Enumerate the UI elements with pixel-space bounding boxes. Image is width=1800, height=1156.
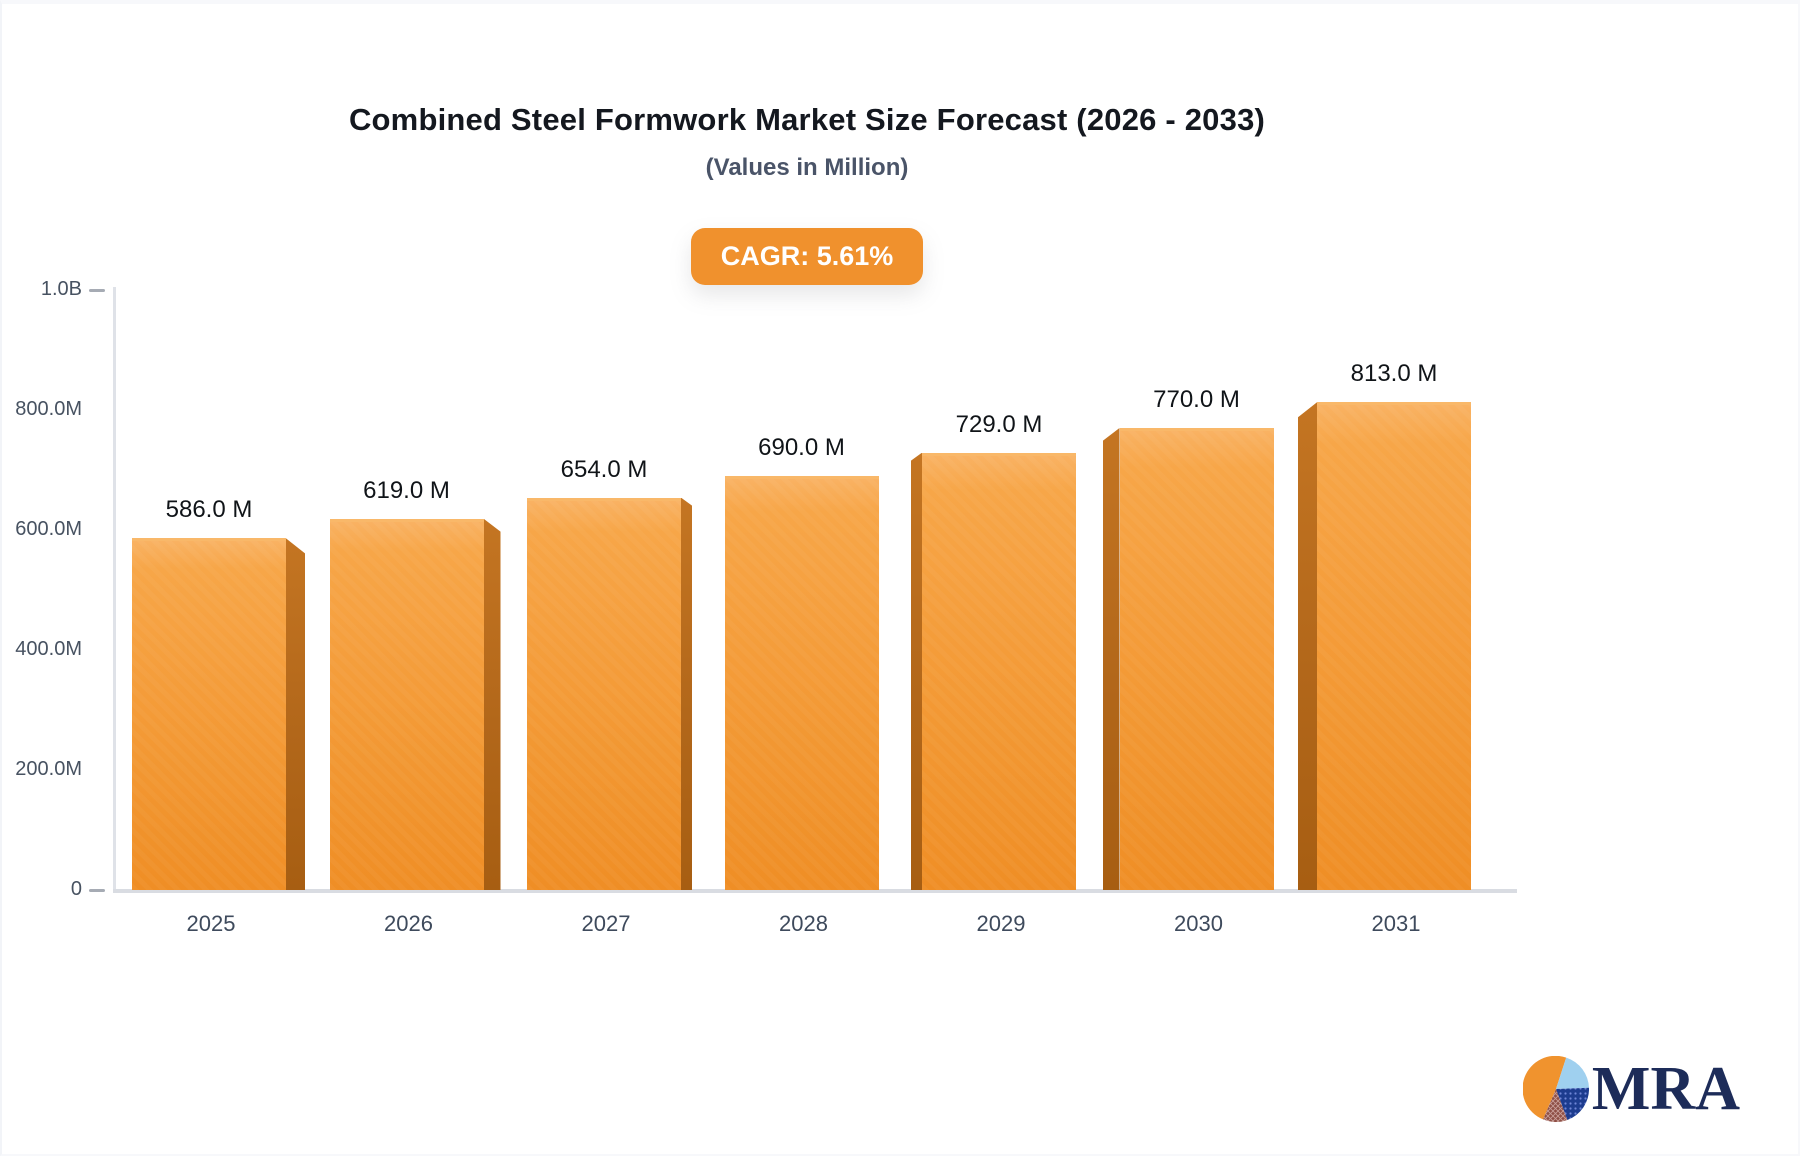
cagr-badge: CAGR: 5.61%: [690, 228, 924, 285]
bar-value-label-2027: 654.0 M: [560, 455, 648, 483]
bar-value-label-2030: 770.0 M: [1153, 386, 1240, 413]
x-axis-tick-label-2030: 2030: [1174, 911, 1223, 936]
bar-value-label-2025: 586.0 M: [165, 496, 253, 524]
y-axis-tick-mark: [89, 289, 105, 292]
bar-2027[interactable]: [527, 497, 681, 890]
y-axis-tick-label: 600.0M: [15, 518, 82, 540]
logo-text: MRA: [1591, 1055, 1740, 1123]
bar-3d-side-2031: [1298, 402, 1317, 890]
bar-value-label-2028: 690.0 M: [758, 434, 845, 461]
y-axis-tick-label: 200.0M: [15, 758, 82, 780]
bar-2025[interactable]: [132, 538, 286, 890]
y-axis-tick-label: 0: [70, 878, 82, 900]
bar-2028[interactable]: [724, 476, 879, 890]
bar-2029[interactable]: [922, 452, 1076, 890]
bar-value-label-2031: 813.0 M: [1350, 360, 1438, 388]
bar-value-label-2026: 619.0 M: [363, 476, 450, 504]
bar-value-label-2029: 729.0 M: [955, 410, 1043, 438]
y-axis-tick-mark: [89, 889, 105, 892]
x-axis-line: [113, 889, 1517, 893]
bar-3d-side-2030: [1102, 428, 1120, 890]
bar-2031[interactable]: [1317, 402, 1471, 890]
pie-chart-icon: [1522, 1056, 1589, 1122]
chart-subtitle: (Values in Million): [705, 154, 909, 181]
y-axis-tick-label: 800.0M: [15, 398, 82, 420]
bar-3d-side-2029: [911, 452, 922, 890]
x-axis-tick-label-2031: 2031: [1371, 911, 1421, 936]
bar-3d-side-2026: [483, 518, 501, 890]
cagr-badge-row: CAGR: 5.61%: [2, 228, 1612, 285]
chart-title: Combined Steel Formwork Market Size Fore…: [348, 102, 1266, 137]
x-axis-tick-label-2028: 2028: [779, 911, 828, 936]
company-logo: MRA: [1522, 1055, 1740, 1123]
bar-3d-side-2025: [286, 538, 305, 890]
bar-2030[interactable]: [1119, 428, 1274, 890]
x-axis-tick-label-2027: 2027: [581, 911, 631, 936]
x-axis-tick-label-2026: 2026: [384, 911, 433, 936]
y-axis-line: [113, 287, 116, 893]
y-axis-tick-label: 1.0B: [40, 278, 82, 300]
bar-2026[interactable]: [329, 518, 484, 890]
x-axis-tick-label-2025: 2025: [186, 911, 236, 936]
bar-3d-side-2027: [681, 497, 692, 890]
x-axis-tick-label-2029: 2029: [976, 911, 1026, 936]
y-axis-tick-label: 400.0M: [15, 638, 82, 660]
